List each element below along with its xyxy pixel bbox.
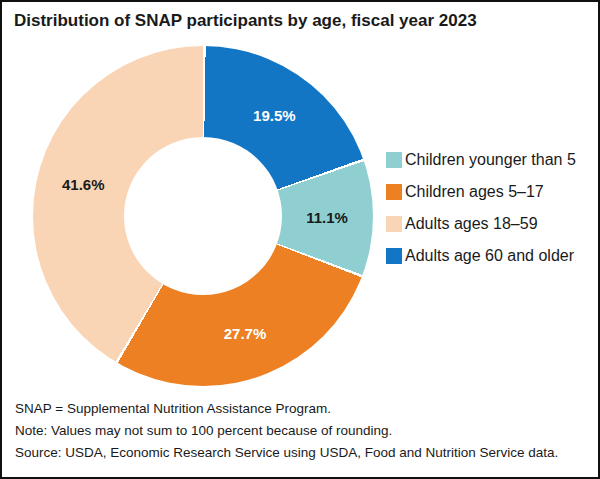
legend-swatch-blue [386, 248, 402, 264]
legend-label: Adults age 60 and older [405, 247, 574, 265]
donut-ring: 19.5% 11.1% 27.7% 41.6% [33, 46, 373, 386]
footnote-rounding-note: Note: Values may not sum to 100 percent … [15, 420, 558, 442]
donut-hole [124, 137, 282, 295]
legend-label: Children younger than 5 [405, 151, 576, 169]
slice-label-children-under-5: 11.1% [306, 208, 348, 225]
legend-label: Adults ages 18–59 [405, 215, 538, 233]
chart-card: Distribution of SNAP participants by age… [0, 0, 600, 479]
footnote-source: Source: USDA, Economic Research Service … [15, 442, 558, 464]
slice-label-adults-18-59: 41.6% [62, 175, 105, 192]
legend-swatch-teal [386, 152, 402, 168]
legend-swatch-orange [386, 184, 402, 200]
slice-label-adults-60-older: 19.5% [253, 106, 296, 123]
legend: Children younger than 5 Children ages 5–… [386, 149, 576, 277]
legend-item-adults-18-59: Adults ages 18–59 [386, 213, 576, 235]
slice-label-children-5-17: 27.7% [224, 324, 267, 341]
footnote-snap-definition: SNAP = Supplemental Nutrition Assistance… [15, 398, 558, 420]
footnotes: SNAP = Supplemental Nutrition Assistance… [15, 398, 558, 464]
legend-item-children-under-5: Children younger than 5 [386, 149, 576, 171]
legend-item-children-5-17: Children ages 5–17 [386, 181, 576, 203]
legend-label: Children ages 5–17 [405, 183, 544, 201]
legend-swatch-peach [386, 216, 402, 232]
legend-item-adults-60-older: Adults age 60 and older [386, 245, 576, 267]
